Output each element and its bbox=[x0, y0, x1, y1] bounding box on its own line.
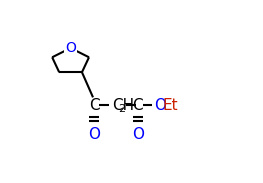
Text: C: C bbox=[133, 98, 143, 113]
Text: Et: Et bbox=[162, 98, 178, 113]
Text: O: O bbox=[65, 41, 76, 55]
Text: 2: 2 bbox=[118, 104, 125, 114]
Text: O: O bbox=[132, 127, 144, 142]
Text: O: O bbox=[88, 127, 100, 142]
Text: CH: CH bbox=[112, 98, 134, 113]
Text: C: C bbox=[89, 98, 99, 113]
Text: O: O bbox=[154, 98, 166, 113]
